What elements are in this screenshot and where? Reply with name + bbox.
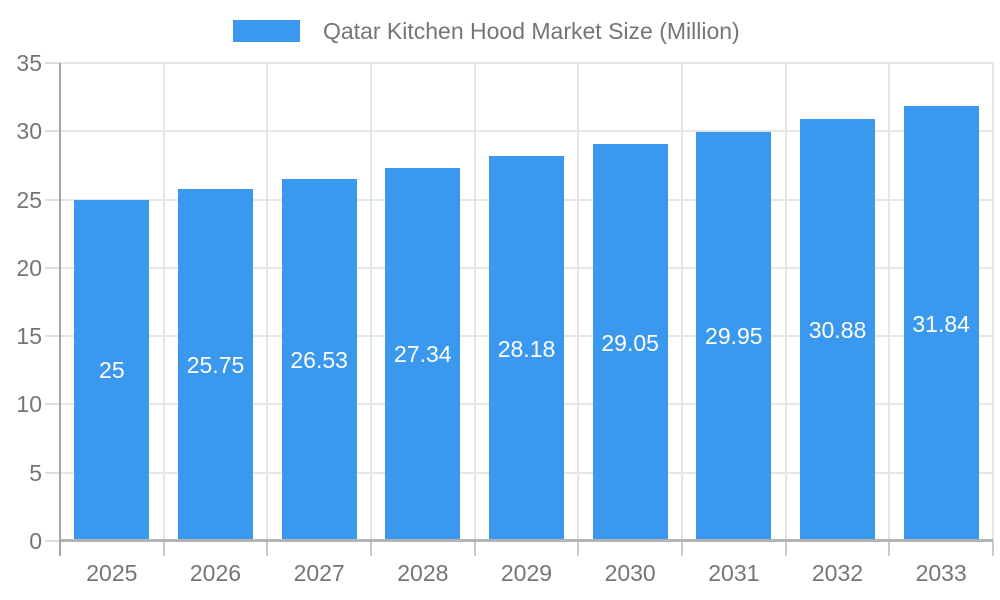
x-tick-label: 2033	[915, 560, 967, 586]
y-axis-tick	[45, 130, 60, 133]
y-tick-label: 20	[16, 254, 42, 281]
x-tick-label: 2031	[708, 560, 760, 586]
y-gridline	[60, 130, 993, 133]
bar[interactable]	[178, 189, 253, 541]
x-tick-label: 2026	[189, 560, 242, 586]
x-gridline	[888, 63, 891, 541]
y-tick-label: 5	[29, 459, 42, 486]
bar[interactable]	[281, 178, 357, 541]
y-tick-label: 25	[16, 186, 42, 213]
x-gridline	[577, 63, 580, 541]
bar-value-label: 28.18	[497, 335, 556, 362]
bar[interactable]	[592, 144, 668, 541]
x-tick-label: 2025	[86, 560, 138, 586]
legend-swatch	[233, 20, 300, 42]
y-axis-tick	[45, 403, 60, 406]
x-axis-tick	[370, 541, 372, 556]
y-axis-tick	[45, 266, 60, 269]
y-axis-line	[59, 63, 61, 556]
x-gridline	[784, 63, 787, 541]
bar-value-label: 26.53	[290, 346, 348, 373]
bar-value-label: 27.34	[394, 341, 452, 368]
y-tick-label: 10	[16, 391, 42, 418]
x-tick-label: 2027	[293, 560, 345, 586]
bar[interactable]	[74, 199, 150, 541]
x-axis-tick	[162, 541, 165, 556]
x-tick-label: 2029	[500, 560, 553, 586]
x-axis-baseline	[60, 539, 993, 542]
bar[interactable]	[696, 131, 772, 541]
bar-value-label: 25	[99, 357, 125, 384]
x-axis-tick	[888, 541, 891, 556]
x-tick-label: 2030	[604, 560, 656, 586]
x-gridline	[370, 63, 372, 541]
bar-value-label: 30.88	[808, 317, 867, 344]
x-axis-tick	[577, 541, 580, 556]
y-axis-tick	[45, 62, 60, 64]
x-axis-tick	[784, 541, 787, 556]
x-axis-tick	[473, 541, 476, 556]
bar[interactable]	[385, 167, 461, 541]
x-tick-label: 2032	[811, 560, 864, 586]
x-gridline	[473, 63, 476, 541]
y-axis-tick	[45, 471, 60, 474]
bar-value-label: 29.05	[601, 329, 659, 356]
x-tick-label: 2028	[397, 560, 449, 586]
x-gridline	[266, 63, 269, 541]
bar[interactable]	[903, 106, 979, 541]
y-tick-label: 0	[29, 528, 42, 554]
legend-label: Qatar Kitchen Hood Market Size (Million)	[323, 18, 740, 44]
x-axis-tick	[992, 541, 994, 556]
y-gridline	[60, 62, 993, 64]
y-axis-tick	[45, 540, 60, 542]
y-tick-label: 35	[16, 50, 42, 76]
y-axis-tick	[45, 198, 60, 201]
y-tick-label: 15	[16, 323, 42, 350]
x-axis-tick	[681, 541, 683, 556]
x-gridline	[992, 63, 994, 541]
x-gridline	[681, 63, 683, 541]
x-gridline	[162, 63, 165, 541]
y-tick-label: 30	[16, 118, 42, 145]
bar-value-label: 31.84	[912, 310, 970, 337]
bar-value-label: 25.75	[186, 352, 245, 379]
y-axis-tick	[45, 335, 60, 338]
bar[interactable]	[489, 156, 564, 541]
x-axis-tick	[266, 541, 269, 556]
bar[interactable]	[800, 119, 875, 541]
bar-value-label: 29.95	[705, 323, 763, 350]
